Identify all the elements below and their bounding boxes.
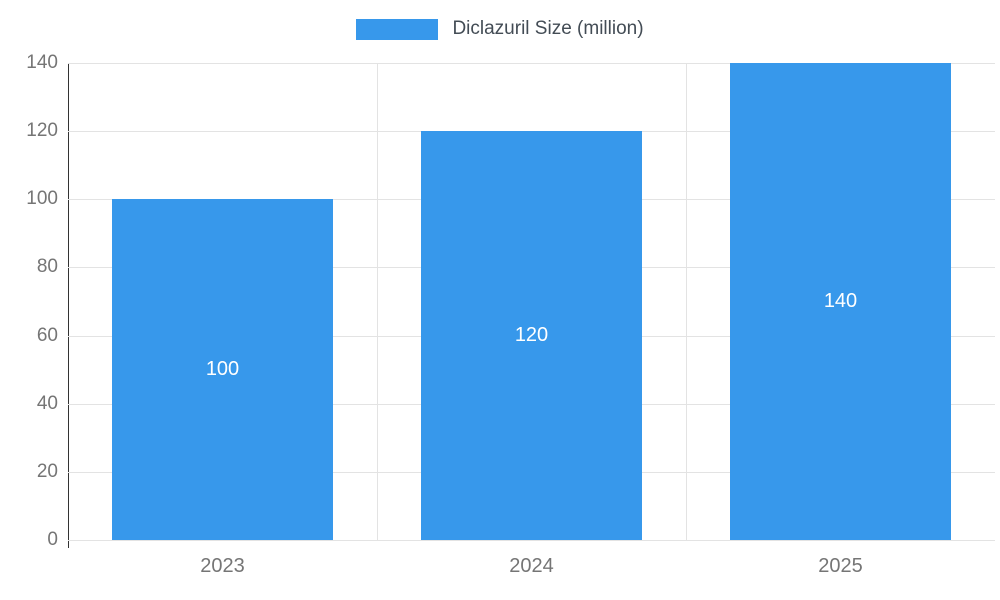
x-category-label: 2024 [509,555,554,577]
legend-swatch [356,18,439,40]
bar: 100 [112,199,333,540]
y-tick-label: 40 [36,392,58,414]
h-gridline [68,540,995,541]
plot-area: 0 20 40 60 80 100 120 140 100 2023 120 2024 140 2025 [26,52,995,577]
x-category-label: 2025 [818,555,863,577]
bar-value-label: 140 [823,290,858,312]
h-gridline [68,63,995,64]
y-axis-line [68,63,69,548]
bar: 140 [730,63,951,540]
y-tick-label: 60 [36,324,58,346]
y-tick-label: 140 [26,52,58,73]
y-tick-label: 100 [26,188,58,210]
x-category-label: 2023 [200,555,245,577]
bar-value-label: 120 [514,324,549,347]
legend-label: Diclazuril Size (million) [452,18,644,39]
y-tick-label: 0 [47,529,58,550]
chart-legend: Diclazuril Size (million) [0,18,1000,40]
bar-value-label: 100 [205,358,240,381]
y-tick-label: 80 [36,256,58,278]
y-tick-label: 20 [36,460,58,482]
v-gridline [377,63,378,540]
y-tick-label: 120 [26,120,58,142]
bar: 120 [421,131,642,540]
v-gridline [686,63,687,540]
